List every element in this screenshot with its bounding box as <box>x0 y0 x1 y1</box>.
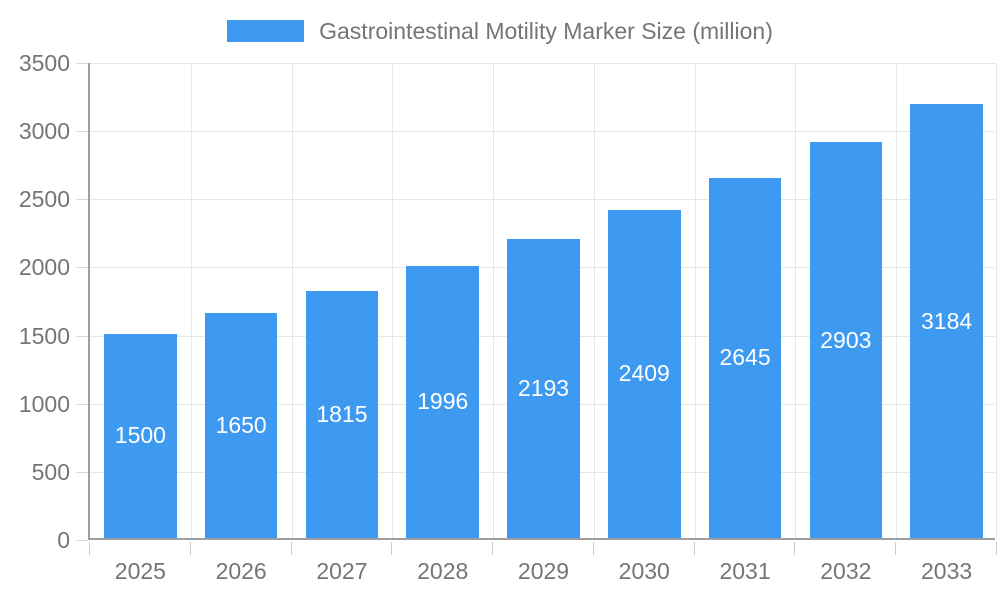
x-axis-label: 2026 <box>215 558 267 584</box>
y-axis-tick <box>76 471 88 473</box>
gridline-vertical <box>292 63 293 538</box>
y-axis-tick <box>76 540 88 541</box>
y-axis-tick <box>76 267 88 269</box>
x-axis-label: 2030 <box>618 558 670 584</box>
x-axis-tick <box>492 542 494 555</box>
x-axis-label: 2028 <box>417 558 469 584</box>
gridline-vertical <box>191 63 192 538</box>
bar-2030[interactable]: 2409 <box>607 209 681 538</box>
bar-2026[interactable]: 1650 <box>204 313 278 538</box>
x-axis-label: 2029 <box>517 558 570 584</box>
gridline-vertical <box>996 63 997 538</box>
x-axis-label: 2027 <box>316 558 368 584</box>
x-axis-tick <box>89 542 90 555</box>
x-axis-tick <box>996 542 997 555</box>
gridline-vertical <box>896 63 897 538</box>
bar-2032[interactable]: 2903 <box>809 142 883 538</box>
y-axis-label: 1500 <box>18 322 70 349</box>
y-axis-label: 2500 <box>18 186 70 213</box>
gridline-vertical <box>493 63 494 538</box>
x-axis-tick <box>189 542 191 555</box>
gridline-vertical <box>594 63 595 538</box>
bar-value-label: 2645 <box>719 344 771 371</box>
y-axis-tick <box>76 199 88 201</box>
x-axis-tick <box>895 542 897 555</box>
y-axis-tick <box>76 403 88 405</box>
gridline-horizontal <box>90 63 995 64</box>
bar-2033[interactable]: 3184 <box>910 104 983 538</box>
gridline-vertical <box>795 63 796 538</box>
x-axis-label: 2025 <box>114 558 166 584</box>
x-axis-tick <box>391 542 393 555</box>
bar-value-label: 1996 <box>417 388 469 415</box>
y-axis-label: 3500 <box>18 50 70 76</box>
y-axis-tick <box>76 131 88 133</box>
gridline-vertical <box>392 63 393 538</box>
y-axis-tick <box>76 335 88 337</box>
y-axis-label: 500 <box>31 458 70 485</box>
bar-value-label: 2193 <box>517 375 570 402</box>
y-axis-tick <box>76 63 88 64</box>
legend-swatch-icon <box>227 20 305 42</box>
x-axis-tick <box>290 542 292 555</box>
gridline-vertical <box>695 63 696 538</box>
y-axis-label: 1000 <box>18 390 70 417</box>
bar-2027[interactable]: 1815 <box>305 290 379 538</box>
x-axis-tick <box>693 542 695 555</box>
bar-value-label: 1500 <box>114 422 166 449</box>
bar-value-label: 1650 <box>215 412 267 439</box>
legend-label: Gastrointestinal Motility Marker Size (m… <box>319 17 773 44</box>
bar-2029[interactable]: 2193 <box>507 239 580 538</box>
x-axis-tick <box>794 542 796 555</box>
legend[interactable]: Gastrointestinal Motility Marker Size (m… <box>0 18 1000 44</box>
plot-area: 1500 1650 1815 1996 2193 2409 2645 2903 3184 <box>88 63 997 540</box>
x-axis-tick <box>592 542 594 555</box>
y-axis-label: 3000 <box>18 118 70 145</box>
y-axis-label: 2000 <box>18 254 70 281</box>
gridline-horizontal <box>90 131 995 133</box>
bar-2028[interactable]: 1996 <box>406 265 479 538</box>
x-axis-label: 2033 <box>921 558 973 584</box>
gridline-horizontal <box>90 199 995 201</box>
bar-2025[interactable]: 1500 <box>104 333 177 538</box>
bar-value-label: 2903 <box>820 326 872 353</box>
bar-value-label: 3184 <box>921 307 973 334</box>
x-axis-label: 2031 <box>719 558 771 584</box>
bar-2031[interactable]: 2645 <box>708 177 782 538</box>
bar-value-label: 1815 <box>316 400 368 427</box>
y-axis-label: 0 <box>57 527 70 553</box>
bar-value-label: 2409 <box>618 360 670 387</box>
x-axis-label: 2032 <box>820 558 872 584</box>
